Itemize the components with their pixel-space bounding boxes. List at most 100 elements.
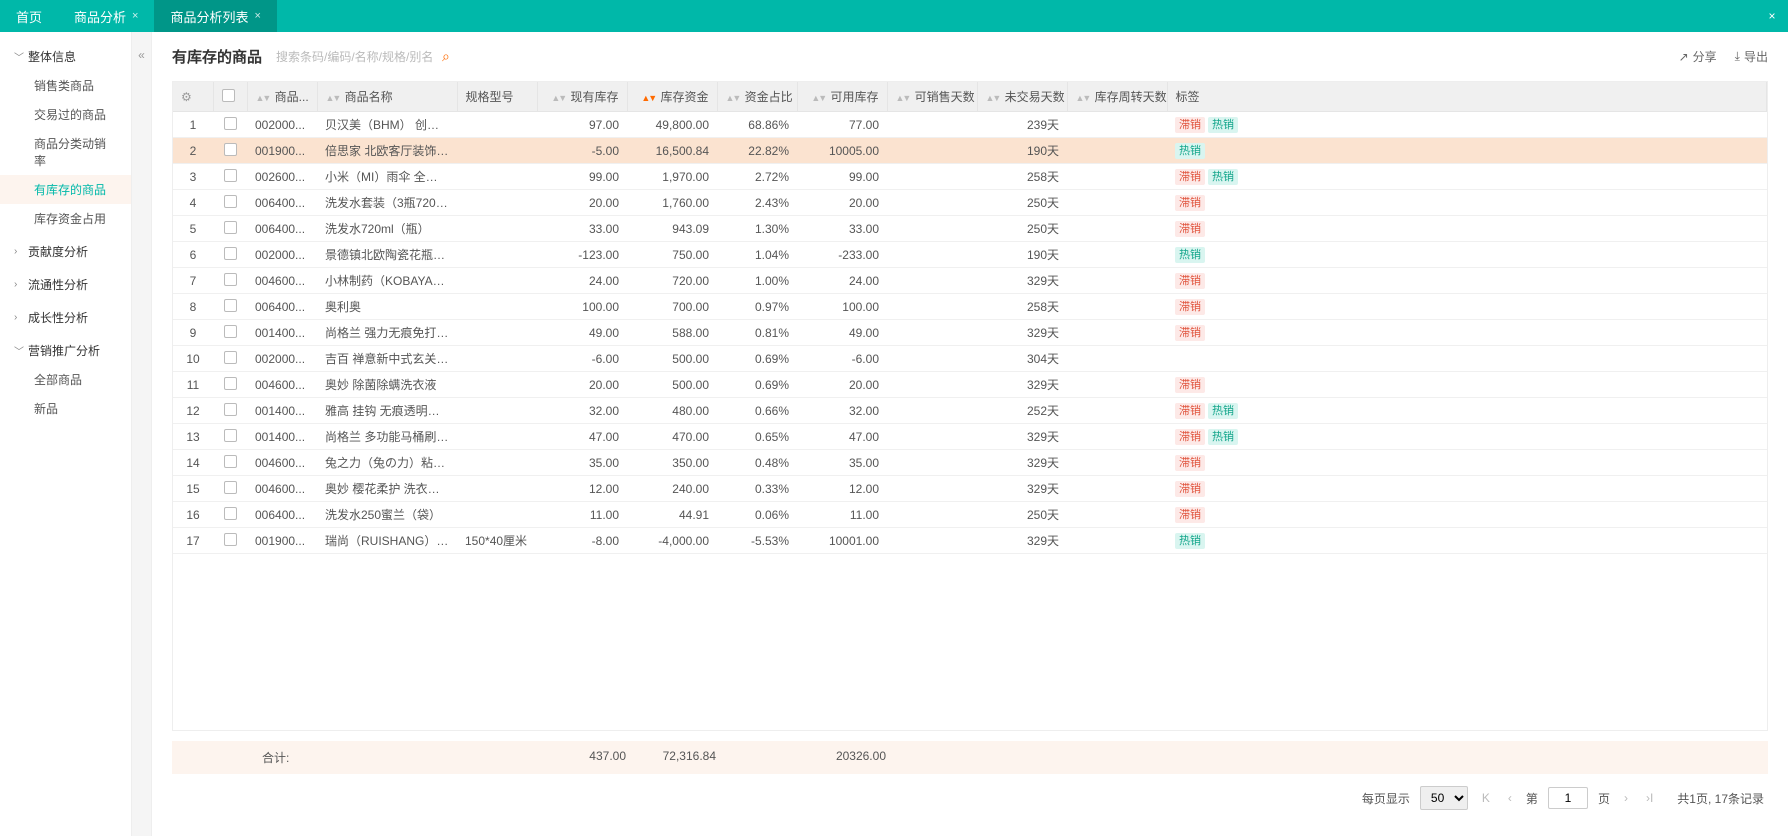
table-cell: 304天 bbox=[977, 346, 1067, 372]
tag-slow: 滞销 bbox=[1175, 455, 1205, 471]
column-header[interactable]: ▲▼ 现有库存 bbox=[537, 82, 627, 112]
table-cell: 2.43% bbox=[717, 190, 797, 216]
table-cell bbox=[1067, 372, 1167, 398]
row-checkbox[interactable] bbox=[224, 325, 237, 338]
table-row[interactable]: 5006400...洗发水720ml（瓶）33.00943.091.30%33.… bbox=[173, 216, 1767, 242]
row-checkbox[interactable] bbox=[224, 377, 237, 390]
row-checkbox[interactable] bbox=[224, 299, 237, 312]
row-checkbox[interactable] bbox=[224, 481, 237, 494]
sidebar-item[interactable]: 有库存的商品 bbox=[0, 175, 131, 204]
sidebar-group-title[interactable]: ﹀整体信息 bbox=[0, 42, 131, 71]
gear-icon[interactable]: ⚙ bbox=[181, 90, 192, 104]
table-cell: 329天 bbox=[977, 372, 1067, 398]
table-row[interactable]: 8006400...奥利奥100.00700.000.97%100.00258天… bbox=[173, 294, 1767, 320]
column-header[interactable]: ▲▼ 库存周转天数 bbox=[1067, 82, 1167, 112]
sidebar-item[interactable]: 全部商品 bbox=[0, 365, 131, 394]
top-tab[interactable]: 商品分析列表× bbox=[154, 0, 276, 32]
table-cell bbox=[457, 346, 537, 372]
table-cell: 滞销 bbox=[1167, 268, 1767, 294]
page-summary: 共1页, 17条记录 bbox=[1677, 790, 1764, 807]
table-cell: 20.00 bbox=[797, 372, 887, 398]
table-row[interactable]: 16006400...洗发水250蜜兰（袋）11.0044.910.06%11.… bbox=[173, 502, 1767, 528]
table-row[interactable]: 10002000...吉百 禅意新中式玄关摆件客-6.00500.000.69%… bbox=[173, 346, 1767, 372]
table-row[interactable]: 1002000...贝汉美（BHM） 创意北欧97.0049,800.0068.… bbox=[173, 112, 1767, 138]
page-number-input[interactable] bbox=[1548, 787, 1588, 809]
export-button[interactable]: ⤓ 导出 bbox=[1735, 48, 1768, 65]
table-cell bbox=[213, 242, 247, 268]
sidebar-group-title[interactable]: ›贡献度分析 bbox=[0, 237, 131, 266]
table-row[interactable]: 7004600...小林制药（KOBAYASHI）E24.00720.001.0… bbox=[173, 268, 1767, 294]
table-row[interactable]: 13001400...尚格兰 多功能马桶刷套装 马47.00470.000.65… bbox=[173, 424, 1767, 450]
top-tab[interactable]: 首页 bbox=[0, 0, 58, 32]
row-checkbox[interactable] bbox=[224, 221, 237, 234]
sidebar-group-title[interactable]: ﹀营销推广分析 bbox=[0, 336, 131, 365]
row-checkbox[interactable] bbox=[224, 169, 237, 182]
sidebar-item[interactable]: 新品 bbox=[0, 394, 131, 423]
row-checkbox[interactable] bbox=[224, 143, 237, 156]
column-header[interactable]: ▲▼ 商品... bbox=[247, 82, 317, 112]
table-cell: 20.00 bbox=[797, 190, 887, 216]
sidebar-group-title[interactable]: ›流通性分析 bbox=[0, 270, 131, 299]
table-row[interactable]: 3002600...小米（MI）雨伞 全自动折叠99.001,970.002.7… bbox=[173, 164, 1767, 190]
table-row[interactable]: 14004600...兔之力（兔の力）粘毛器粘35.00350.000.48%3… bbox=[173, 450, 1767, 476]
column-header[interactable]: ▲▼ 可用库存 bbox=[797, 82, 887, 112]
tag-hot: 热销 bbox=[1175, 143, 1205, 159]
totals-cell bbox=[180, 749, 220, 766]
table-cell: 77.00 bbox=[797, 112, 887, 138]
top-tab[interactable]: 商品分析× bbox=[58, 0, 154, 32]
sidebar-item[interactable]: 商品分类动销率 bbox=[0, 129, 131, 175]
row-checkbox[interactable] bbox=[224, 195, 237, 208]
column-header[interactable]: ▲▼ 资金占比 bbox=[717, 82, 797, 112]
tab-close-icon[interactable]: × bbox=[254, 10, 260, 22]
row-checkbox[interactable] bbox=[224, 533, 237, 546]
page-next-button[interactable]: › bbox=[1620, 791, 1632, 805]
table-row[interactable]: 6002000...景德镇北欧陶瓷花瓶摆件 仿-123.00750.001.04… bbox=[173, 242, 1767, 268]
table-row[interactable]: 2001900...倍思家 北欧客厅装饰画卧室-5.0016,500.8422.… bbox=[173, 138, 1767, 164]
column-header[interactable]: ▲▼ 商品名称 bbox=[317, 82, 457, 112]
table-cell bbox=[887, 138, 977, 164]
table-row[interactable]: 11004600...奥妙 除菌除螨洗衣液20.00500.000.69%20.… bbox=[173, 372, 1767, 398]
table-cell bbox=[887, 190, 977, 216]
row-checkbox[interactable] bbox=[224, 429, 237, 442]
table-cell: 0.69% bbox=[717, 372, 797, 398]
sidebar-item[interactable]: 销售类商品 bbox=[0, 71, 131, 100]
column-header[interactable]: ▲▼ 未交易天数 bbox=[977, 82, 1067, 112]
table-cell bbox=[213, 112, 247, 138]
sidebar-item[interactable]: 交易过的商品 bbox=[0, 100, 131, 129]
page-first-button[interactable]: K bbox=[1478, 791, 1494, 805]
table-cell: 480.00 bbox=[627, 398, 717, 424]
search-icon[interactable]: ⌕ bbox=[442, 48, 450, 65]
column-header[interactable]: ▲▼ 库存资金 bbox=[627, 82, 717, 112]
table-cell: 35.00 bbox=[797, 450, 887, 476]
search-input[interactable] bbox=[276, 50, 436, 64]
tab-close-icon[interactable]: × bbox=[132, 10, 138, 22]
page-last-button[interactable]: ›I bbox=[1642, 791, 1657, 805]
table-cell bbox=[457, 242, 537, 268]
row-checkbox[interactable] bbox=[224, 247, 237, 260]
column-header[interactable]: ▲▼ 可销售天数 bbox=[887, 82, 977, 112]
chevron-left-icon: « bbox=[138, 48, 145, 62]
row-checkbox[interactable] bbox=[224, 403, 237, 416]
table-row[interactable]: 4006400...洗发水套装（3瓶720ml+1）20.001,760.002… bbox=[173, 190, 1767, 216]
row-checkbox[interactable] bbox=[224, 507, 237, 520]
table-cell: 006400... bbox=[247, 216, 317, 242]
table-row[interactable]: 9001400...尚格兰 强力无痕免打孔浴室49.00588.000.81%4… bbox=[173, 320, 1767, 346]
row-checkbox[interactable] bbox=[224, 273, 237, 286]
page-prev-button[interactable]: ‹ bbox=[1504, 791, 1516, 805]
row-checkbox[interactable] bbox=[224, 455, 237, 468]
table-row[interactable]: 17001900...瑞尚（RUISHANG） 卧室窗150*40厘米-8.00… bbox=[173, 528, 1767, 554]
sidebar-group-title[interactable]: ›成长性分析 bbox=[0, 303, 131, 332]
table-cell bbox=[213, 372, 247, 398]
table-row[interactable]: 12001400...雅高 挂钩 无痕透明粘钩 强32.00480.000.66… bbox=[173, 398, 1767, 424]
sidebar-collapse-handle[interactable]: « bbox=[132, 32, 152, 836]
sidebar-group-label: 成长性分析 bbox=[28, 309, 88, 326]
sidebar-item[interactable]: 库存资金占用 bbox=[0, 204, 131, 233]
row-checkbox[interactable] bbox=[224, 351, 237, 364]
share-button[interactable]: ↗ 分享 bbox=[1679, 48, 1717, 65]
select-all-checkbox[interactable] bbox=[222, 89, 235, 102]
table-row[interactable]: 15004600...奥妙 樱花柔护 洗衣凝珠 1012.00240.000.3… bbox=[173, 476, 1767, 502]
close-all-tabs-button[interactable]: × bbox=[1756, 0, 1788, 32]
table-cell bbox=[1067, 450, 1167, 476]
per-page-select[interactable]: 50 bbox=[1420, 786, 1468, 810]
row-checkbox[interactable] bbox=[224, 117, 237, 130]
